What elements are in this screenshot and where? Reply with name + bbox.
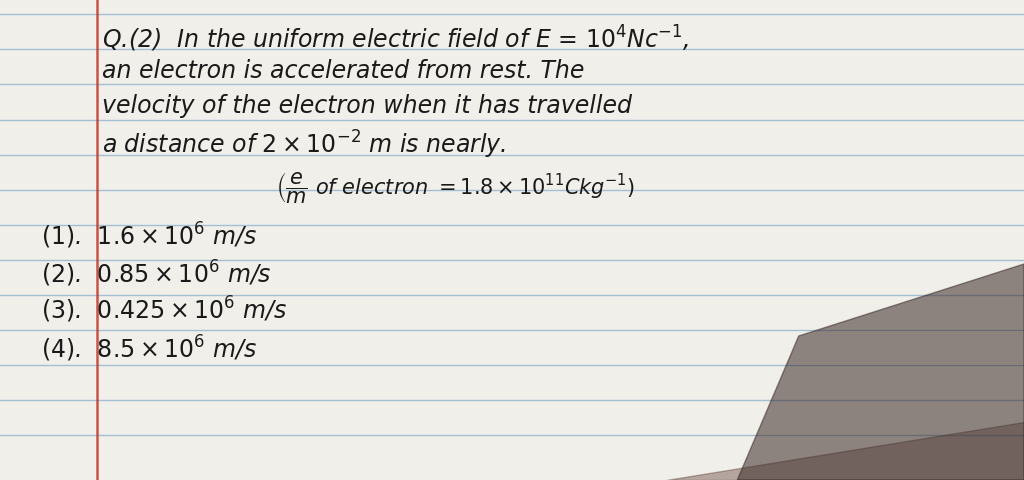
Text: Q.(2)  In the uniform electric field of E = $10^4$Nc$^{-1}$,: Q.(2) In the uniform electric field of E…	[102, 24, 689, 54]
Text: $\left(\dfrac{e}{m}\right.$ of electron $= 1.8\times10^{11}$Ckg$^{-1}\left.\righ: $\left(\dfrac{e}{m}\right.$ of electron …	[276, 170, 635, 205]
Text: velocity of the electron when it has travelled: velocity of the electron when it has tra…	[102, 94, 633, 118]
Text: $(1)$.  $1.6\times10^6$ m/s: $(1)$. $1.6\times10^6$ m/s	[41, 221, 257, 251]
Text: $(4)$.  $8.5\times10^6$ m/s: $(4)$. $8.5\times10^6$ m/s	[41, 334, 257, 364]
Polygon shape	[737, 264, 1024, 480]
Text: $(2)$.  $0.85\times10^6$ m/s: $(2)$. $0.85\times10^6$ m/s	[41, 259, 271, 289]
Polygon shape	[666, 422, 1024, 480]
Text: an electron is accelerated from rest. The: an electron is accelerated from rest. Th…	[102, 59, 585, 83]
Text: $(3)$.  $0.425\times10^6$ m/s: $(3)$. $0.425\times10^6$ m/s	[41, 295, 288, 325]
Text: a distance of $2\times10^{-2}$ m is nearly.: a distance of $2\times10^{-2}$ m is near…	[102, 129, 507, 161]
